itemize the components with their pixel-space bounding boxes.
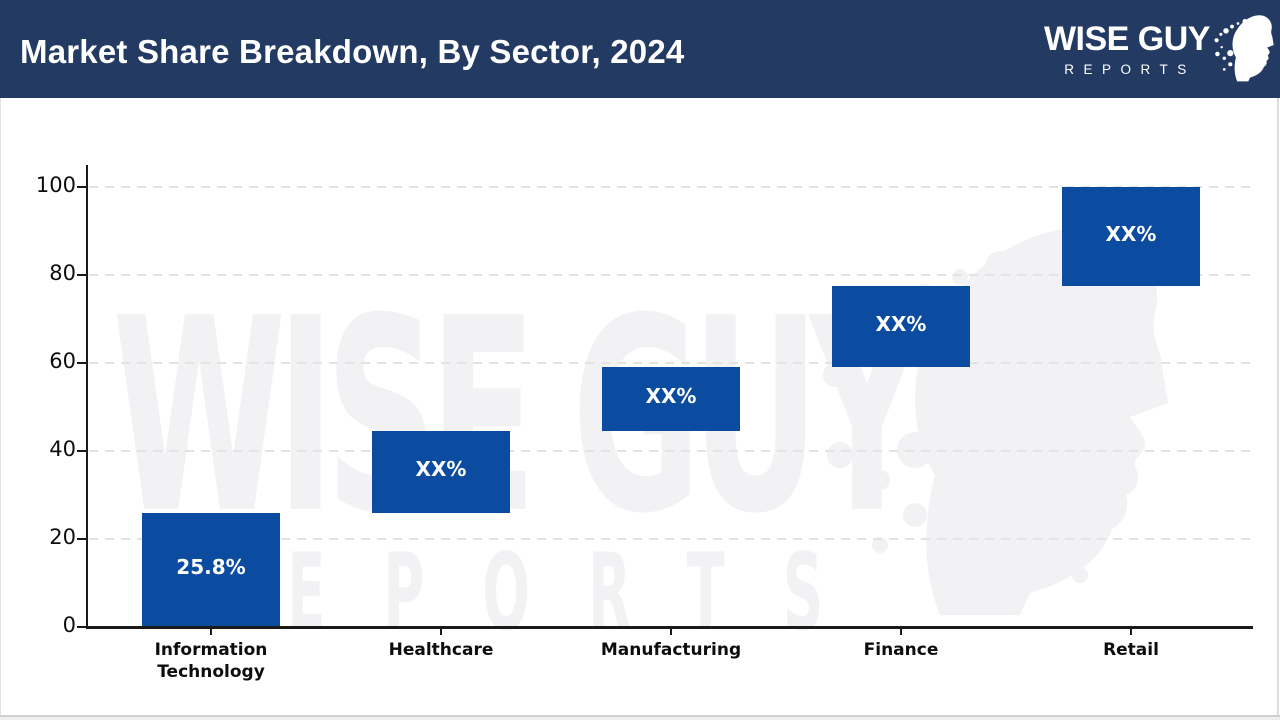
category-label: Information Technology (154, 640, 268, 683)
y-axis-line (86, 165, 88, 629)
x-tick-mark (1130, 627, 1132, 635)
y-axis-label: 40 (49, 437, 76, 461)
bar-retail (1062, 187, 1200, 286)
gridline-20 (89, 538, 1253, 540)
bar-healthcare (372, 431, 510, 514)
left-edge-border (0, 98, 1, 716)
gridline-80 (89, 274, 1253, 276)
y-axis-label: 0 (62, 613, 76, 637)
brand-logo-subtitle: REPORTS (1064, 62, 1196, 77)
category-label: Healthcare (388, 640, 494, 660)
y-axis-label: 60 (49, 349, 76, 373)
y-tick-mark (77, 450, 88, 452)
brand-logo: WISE GUY REPORTS (1043, 20, 1211, 77)
bottom-edge-border (0, 715, 1280, 717)
gridline-60 (89, 362, 1253, 364)
bar-value-label: 25.8% (176, 555, 246, 580)
y-axis-label: 80 (49, 261, 76, 285)
gridline-100 (89, 186, 1253, 188)
bar-value-label: XX% (645, 384, 697, 409)
y-tick-mark (77, 186, 88, 188)
y-tick-mark (77, 362, 88, 364)
x-tick-mark (440, 627, 442, 635)
right-edge-border (1277, 98, 1279, 716)
category-label: Manufacturing (600, 640, 742, 660)
bar-value-label: XX% (875, 311, 927, 336)
brand-logo-name: WISE GUY (1043, 20, 1211, 58)
x-tick-mark (210, 627, 212, 635)
gridline-40 (89, 450, 1253, 452)
bar-finance (832, 286, 970, 368)
y-tick-mark (77, 538, 88, 540)
bar-information-technology (142, 513, 280, 627)
bar-value-label: XX% (1105, 221, 1157, 246)
x-tick-mark (900, 627, 902, 635)
x-axis-line (86, 626, 1253, 629)
brand-face-icon (1214, 15, 1274, 82)
y-axis-label: 20 (49, 525, 76, 549)
bar-value-label: XX% (415, 457, 467, 482)
header-banner: Market Share Breakdown, By Sector, 2024 … (0, 0, 1280, 98)
bar-manufacturing (602, 367, 740, 432)
bottom-edge-strip (0, 717, 1280, 720)
page-title: Market Share Breakdown, By Sector, 2024 (20, 33, 685, 70)
y-axis-label: 100 (35, 173, 76, 197)
y-tick-mark (77, 274, 88, 276)
watermark-subtext: REPORTS (186, 532, 882, 656)
category-label: Finance (863, 640, 939, 660)
category-label: Retail (1103, 640, 1159, 660)
y-tick-mark (77, 626, 88, 628)
plot-area: 0 20 40 60 80 100 25.8% Information Technology X… (0, 98, 1280, 715)
x-tick-mark (670, 627, 672, 635)
